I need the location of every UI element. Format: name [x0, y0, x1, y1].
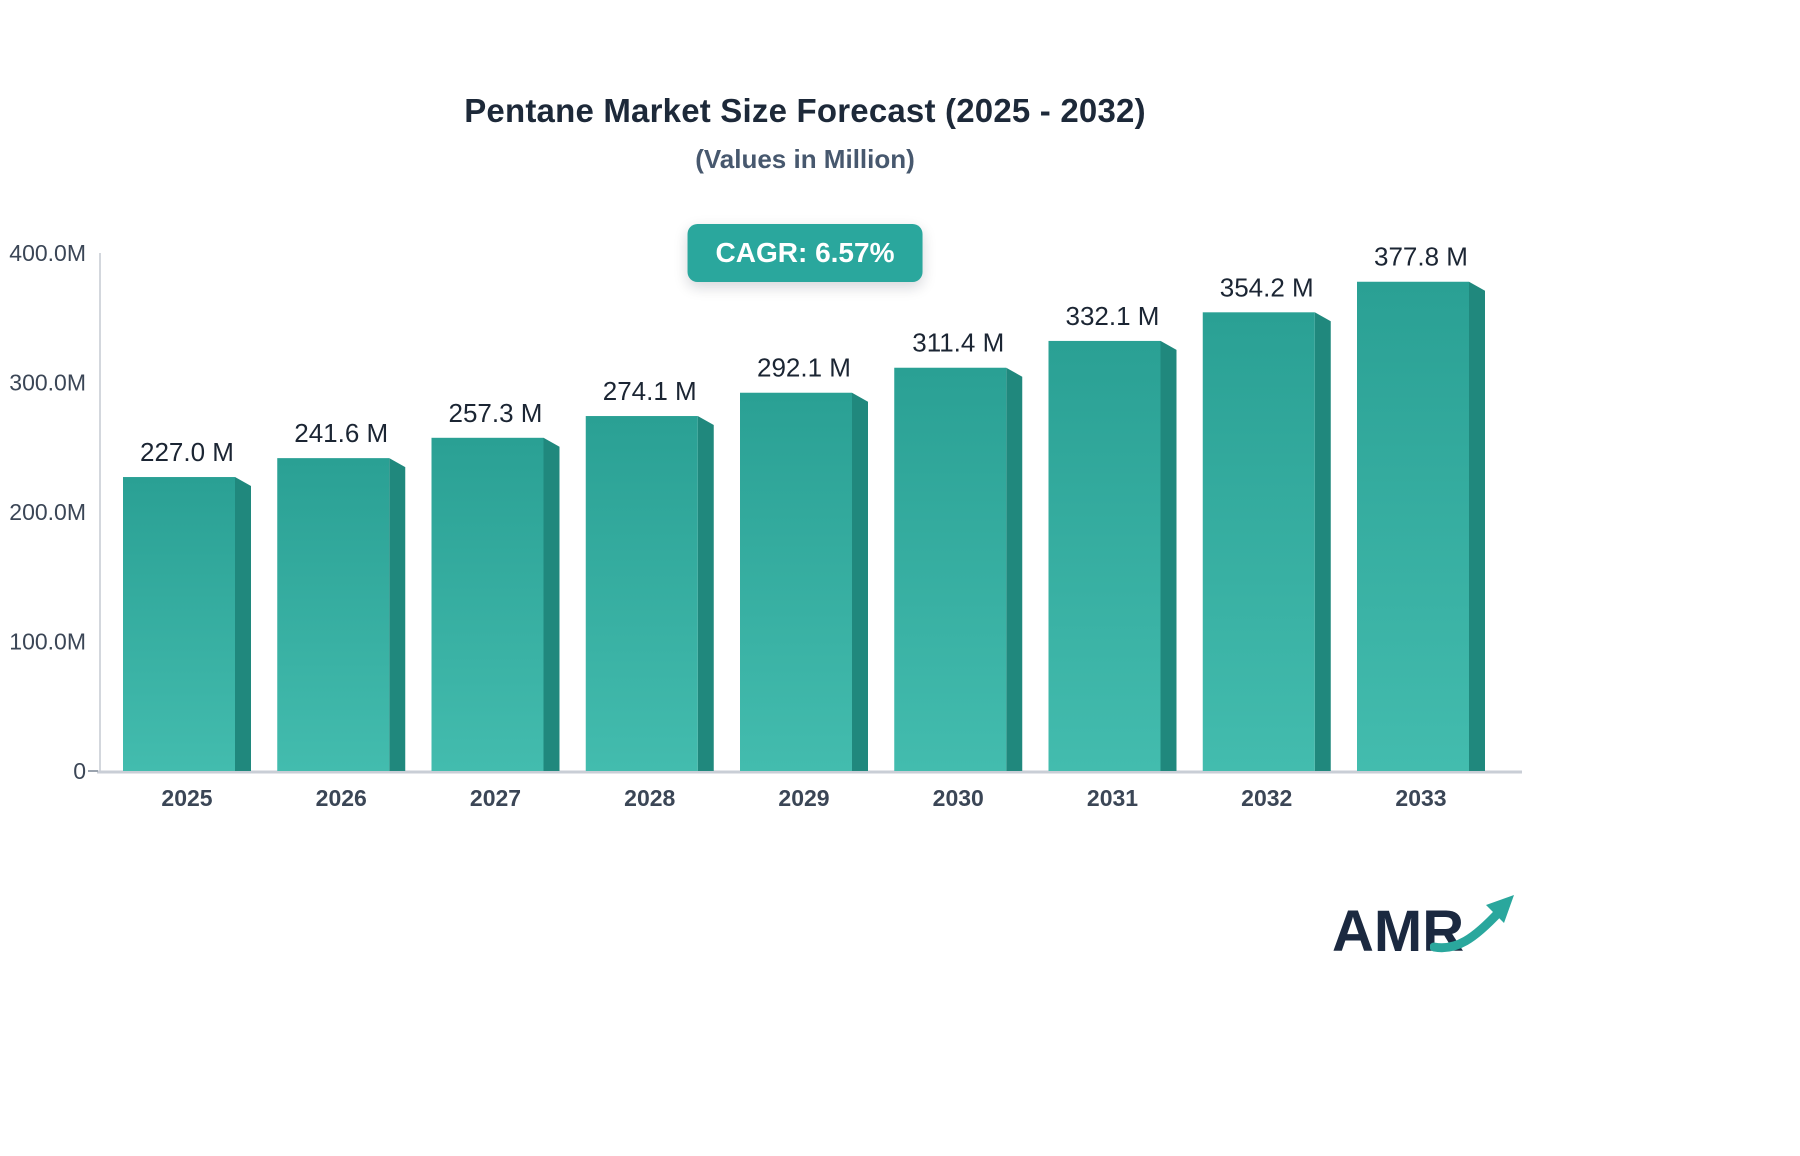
bar-value-label: 292.1 M — [757, 353, 851, 383]
x-axis-tick-label: 2030 — [933, 785, 984, 811]
bar-front-face — [277, 458, 390, 771]
y-axis-tick-label: 0 — [73, 758, 86, 784]
x-axis-tick-label: 2027 — [470, 785, 521, 811]
bar-side-face — [389, 458, 406, 771]
bar-side-face — [1469, 281, 1485, 771]
bar-value-label: 377.8 M — [1374, 242, 1468, 272]
bar-2026: 241.6 M 2026 — [277, 418, 406, 811]
bar-side-face — [1314, 312, 1331, 771]
bar-2025: 227.0 M 2025 — [123, 437, 251, 811]
chart-subtitle: (Values in Million) — [695, 144, 915, 174]
chart-header: Pentane Market Size Forecast (2025 - 203… — [0, 92, 1610, 175]
bar-2030: 311.4 M 2030 — [894, 328, 1023, 811]
growth-arrow-icon — [1430, 895, 1515, 953]
bar-value-label: 241.6 M — [294, 418, 388, 448]
bar-front-face — [1202, 312, 1315, 771]
bar-value-label: 311.4 M — [912, 328, 1004, 358]
x-axis-tick-label: 2029 — [778, 785, 829, 811]
bar-2032: 354.2 M 2032 — [1202, 272, 1331, 811]
x-axis-tick-label: 2028 — [624, 785, 675, 811]
bar-side-face — [852, 392, 868, 771]
bar-2027: 257.3 M 2027 — [431, 398, 560, 811]
y-axis-tick-label: 400.0M — [9, 240, 86, 266]
bar-value-label: 332.1 M — [1066, 301, 1160, 331]
bar-side-face — [1160, 340, 1177, 771]
x-axis-tick-label: 2026 — [316, 785, 367, 811]
y-axis-tick-label: 300.0M — [9, 370, 86, 396]
y-axis-tick-label: 100.0M — [9, 629, 86, 655]
bar-front-face — [123, 477, 235, 771]
bar-front-face — [431, 437, 544, 771]
bar-2031: 332.1 M 2031 — [1048, 301, 1177, 811]
bar-front-face — [1048, 340, 1161, 771]
x-axis-tick-label: 2025 — [161, 785, 212, 811]
bar-2028: 274.1 M 2028 — [585, 376, 714, 811]
x-axis-tick-label: 2031 — [1087, 785, 1138, 811]
amr-logo: AMR — [1332, 893, 1522, 961]
cagr-badge: CAGR: 6.57% — [687, 224, 923, 282]
bar-2033: 377.8 M 2033 — [1357, 242, 1485, 811]
bar-front-face — [585, 416, 698, 771]
bar-value-label: 354.2 M — [1220, 272, 1314, 302]
bar-side-face — [235, 477, 251, 771]
x-axis-tick-label: 2033 — [1395, 785, 1446, 811]
bar-value-label: 274.1 M — [603, 376, 697, 406]
bar-value-label: 227.0 M — [140, 437, 234, 467]
x-axis-tick-label: 2032 — [1241, 785, 1292, 811]
bar-side-face — [697, 416, 714, 771]
bar-2029: 292.1 M 2029 — [740, 353, 868, 811]
y-axis-tick-label: 200.0M — [9, 499, 86, 525]
bar-side-face — [1006, 367, 1023, 771]
bar-value-label: 257.3 M — [449, 398, 543, 428]
bar-front-face — [740, 392, 852, 771]
chart-title: Pentane Market Size Forecast (2025 - 203… — [464, 92, 1146, 129]
bar-front-face — [894, 367, 1007, 771]
bar-front-face — [1357, 281, 1469, 771]
bar-side-face — [543, 437, 560, 771]
